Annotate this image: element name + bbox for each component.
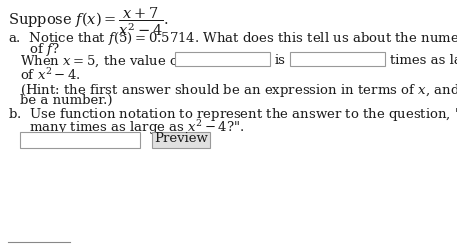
- Text: a.  Notice that $f(5) = 0.5714$. What does this tell us about the numerator and : a. Notice that $f(5) = 0.5714$. What doe…: [8, 30, 457, 47]
- Text: b.  Use function notation to represent the answer to the question, "when $x = 8.: b. Use function notation to represent th…: [8, 106, 457, 123]
- Text: be a number.): be a number.): [20, 94, 112, 107]
- Text: Preview: Preview: [154, 131, 208, 145]
- Bar: [175, 52, 270, 66]
- Bar: [152, 132, 210, 148]
- Text: (Hint: the first answer should be an expression in terms of $x$, and the second : (Hint: the first answer should be an exp…: [20, 82, 457, 99]
- Text: Suppose $f(x) = \dfrac{x+7}{x^2-4}$.: Suppose $f(x) = \dfrac{x+7}{x^2-4}$.: [8, 5, 169, 38]
- Text: is: is: [275, 54, 286, 67]
- Text: times as large as the value: times as large as the value: [390, 54, 457, 67]
- Bar: [20, 132, 140, 148]
- Text: When $x = 5$, the value of: When $x = 5$, the value of: [20, 54, 185, 69]
- Bar: [290, 52, 385, 66]
- Text: many times as large as $x^2 - 4$?".: many times as large as $x^2 - 4$?".: [8, 118, 244, 137]
- Text: of $f$?: of $f$?: [8, 41, 59, 58]
- Text: of $x^2 - 4$.: of $x^2 - 4$.: [20, 67, 81, 83]
